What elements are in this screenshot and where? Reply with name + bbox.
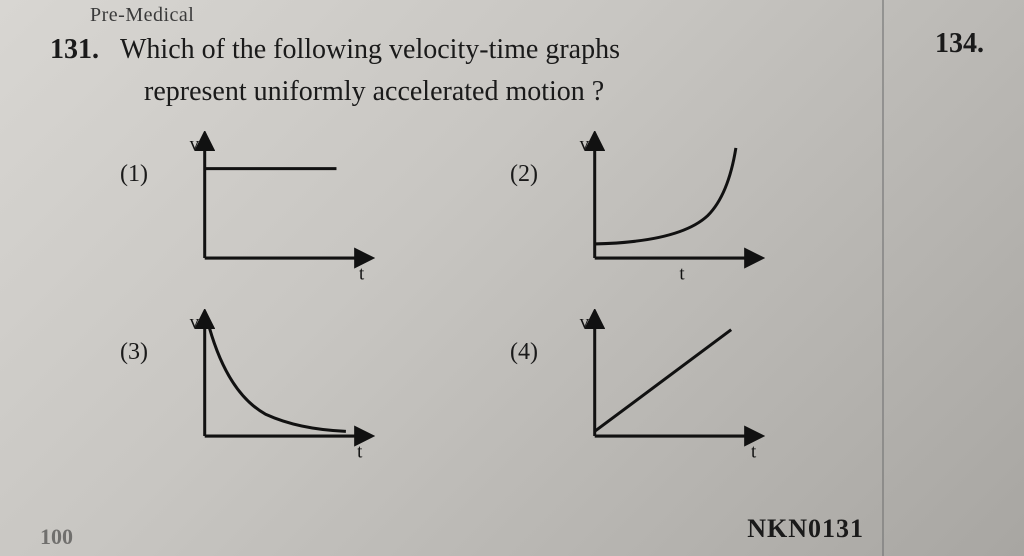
axis-x-label: t (359, 264, 365, 285)
options-grid: (1) v t (2) (120, 131, 860, 469)
option-1-label: (1) (120, 131, 170, 188)
header-tag: Pre-Medical (90, 4, 994, 27)
question-number: 131. (50, 34, 120, 66)
option-2: (2) v t (510, 131, 860, 291)
option-4-label: (4) (510, 309, 560, 366)
question-line2: represent uniformly accelerated motion ? (144, 76, 604, 107)
graph-4: v t (560, 309, 780, 469)
graph-3: v t (170, 309, 390, 469)
graph-3-curve (209, 328, 345, 432)
option-3-label: (3) (120, 309, 170, 366)
option-1: (1) v t (120, 131, 470, 291)
axis-y-label: v (190, 134, 200, 155)
axis-x-label: t (357, 442, 363, 463)
graph-2-curve (595, 148, 736, 244)
graph-2: v t (560, 131, 780, 291)
graph-1: v t (170, 131, 390, 291)
question-text: Which of the following velocity-time gra… (120, 29, 994, 113)
question-line1: Which of the following velocity-time gra… (120, 34, 620, 65)
graph-4-curve (595, 330, 731, 432)
axis-y-label: v (580, 312, 590, 333)
axis-x-label: t (751, 442, 757, 463)
question-row: 131. Which of the following velocity-tim… (50, 29, 994, 113)
axis-y-label: v (580, 134, 590, 155)
bottom-left-hint: 100 (40, 524, 73, 550)
option-3: (3) v t (120, 309, 470, 469)
axis-y-label: v (190, 312, 200, 333)
option-2-label: (2) (510, 131, 560, 188)
page: Pre-Medical 131. Which of the following … (0, 0, 1024, 556)
question-code: NKN0131 (747, 514, 864, 544)
adjacent-question-number: 134. (935, 28, 984, 60)
option-4: (4) v t (510, 309, 860, 469)
axis-x-label: t (679, 264, 685, 285)
